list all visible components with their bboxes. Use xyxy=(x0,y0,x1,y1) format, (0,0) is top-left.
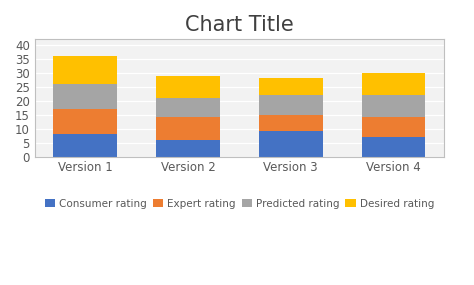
Bar xyxy=(259,95,323,115)
Bar xyxy=(362,73,425,95)
Bar xyxy=(362,117,425,137)
Title: Chart Title: Chart Title xyxy=(185,15,294,35)
Bar xyxy=(54,134,117,156)
Bar xyxy=(156,117,220,140)
Bar xyxy=(54,84,117,109)
Bar xyxy=(156,76,220,98)
Bar xyxy=(362,95,425,117)
Bar xyxy=(259,78,323,95)
Bar xyxy=(259,131,323,156)
Bar xyxy=(259,115,323,131)
Bar xyxy=(54,109,117,134)
Bar xyxy=(362,137,425,156)
Bar xyxy=(54,56,117,84)
Bar xyxy=(156,140,220,156)
Bar xyxy=(156,98,220,117)
Legend: Consumer rating, Expert rating, Predicted rating, Desired rating: Consumer rating, Expert rating, Predicte… xyxy=(41,195,438,213)
